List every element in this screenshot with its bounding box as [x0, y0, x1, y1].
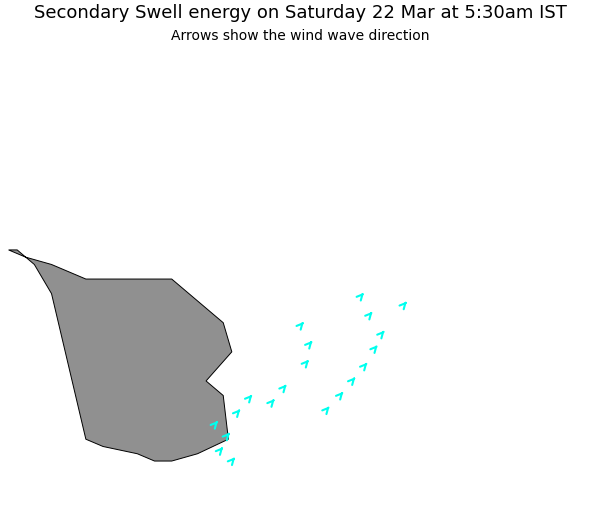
- Polygon shape: [8, 250, 232, 461]
- Text: Secondary Swell energy on Saturday 22 Mar at 5:30am IST: Secondary Swell energy on Saturday 22 Ma…: [34, 4, 567, 22]
- Text: Arrows show the wind wave direction: Arrows show the wind wave direction: [171, 29, 430, 43]
